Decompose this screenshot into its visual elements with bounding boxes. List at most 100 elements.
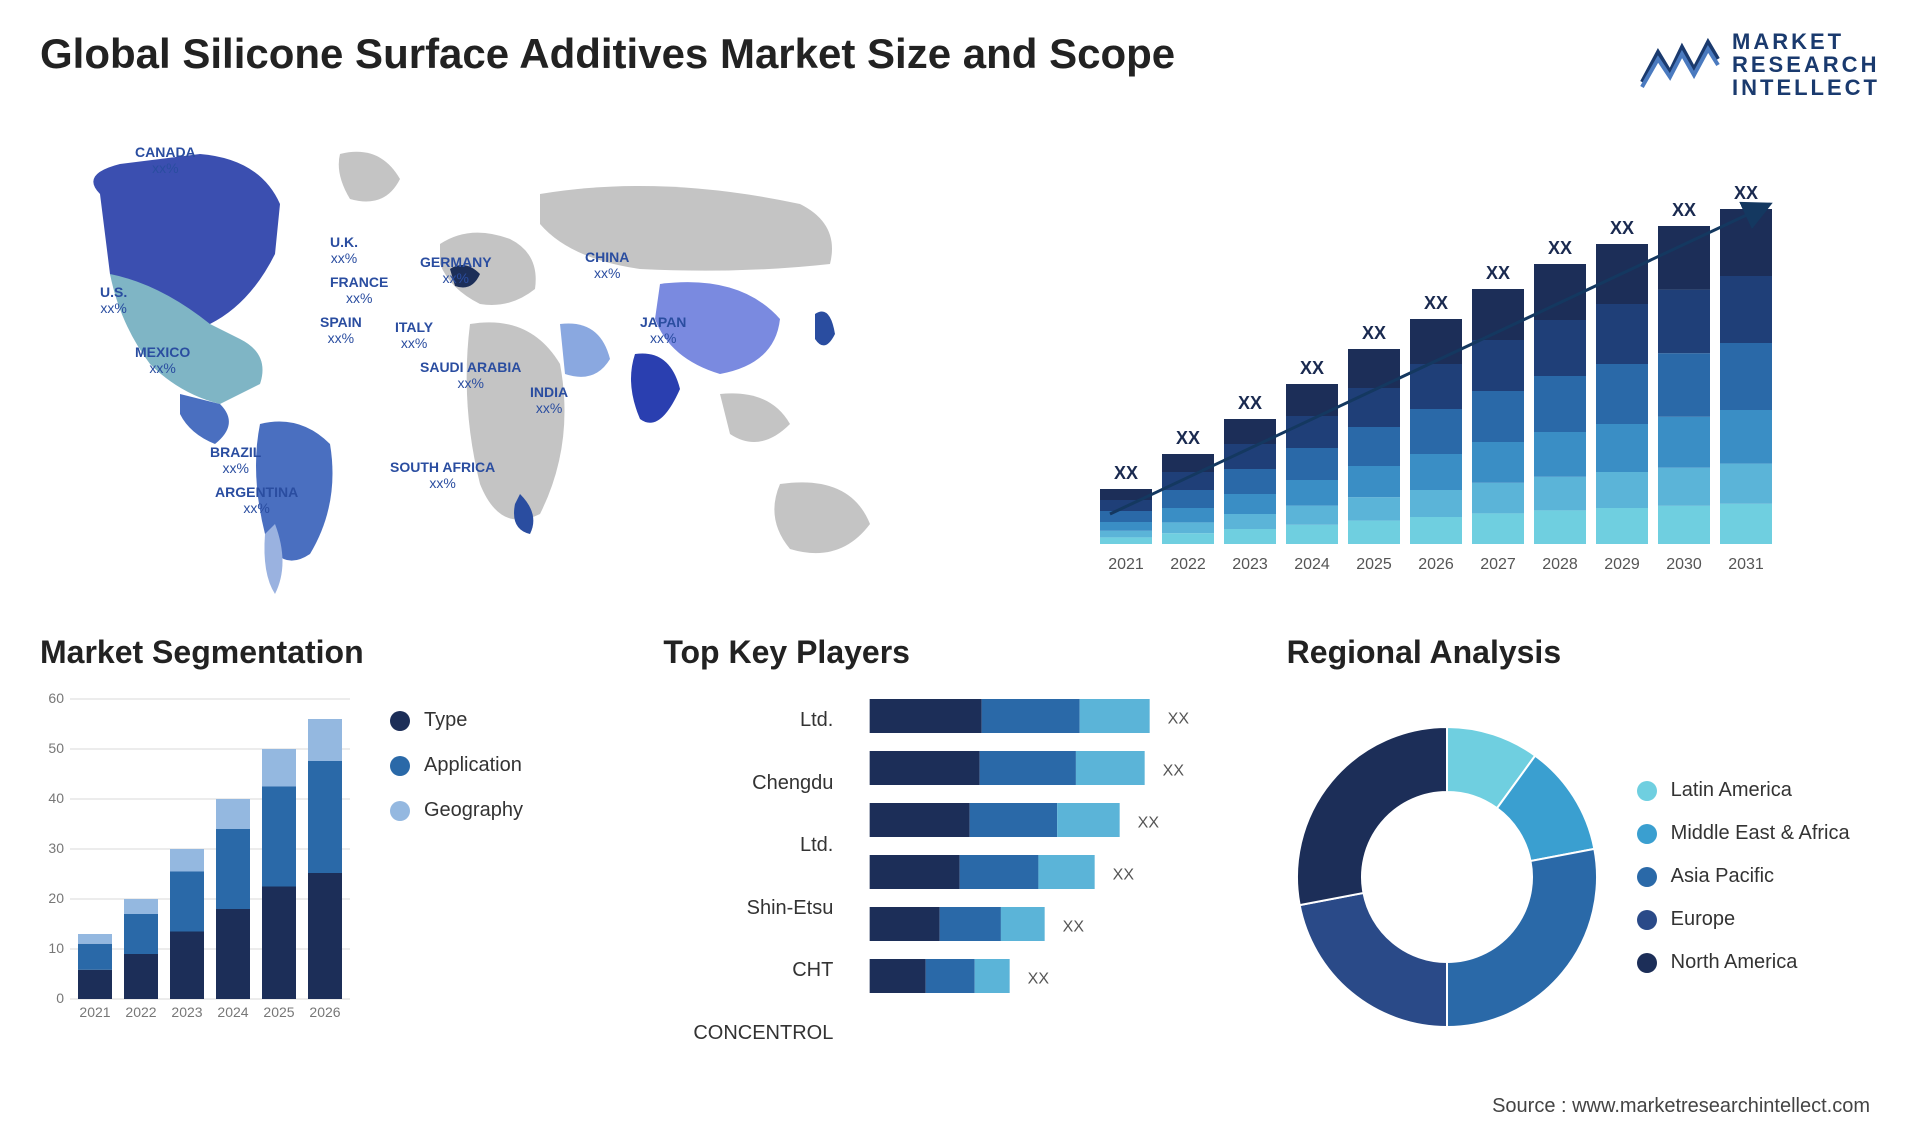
player-label: Chengdu (663, 772, 833, 795)
player-label: Ltd. (663, 834, 833, 857)
svg-text:30: 30 (48, 840, 64, 856)
svg-text:2021: 2021 (1108, 556, 1144, 573)
world-map-panel: CANADAxx% U.S.xx% MEXICOxx% BRAZILxx% ARGENT… (40, 124, 960, 604)
map-label-u-k-: U.K.xx% (330, 234, 358, 266)
svg-text:0: 0 (56, 990, 64, 1006)
region-legend-item: North America (1637, 951, 1850, 974)
legend-dot-icon (1637, 824, 1657, 844)
legend-dot-icon (1637, 781, 1657, 801)
svg-text:XX: XX (1424, 293, 1448, 313)
svg-text:2026: 2026 (1418, 556, 1454, 573)
svg-text:2023: 2023 (171, 1004, 202, 1020)
growth-chart-panel: XX XX XX XX XX XX XX XX XX XX XX 2021 2022 2023 2024 2… (1000, 124, 1880, 604)
svg-text:10: 10 (48, 940, 64, 956)
svg-text:XX: XX (1168, 711, 1190, 728)
map-label-germany: GERMANYxx% (420, 254, 492, 286)
page-title: Global Silicone Surface Additives Market… (40, 30, 1175, 78)
svg-text:XX: XX (1063, 919, 1085, 936)
segmentation-chart: 0102030405060 202120222023202420252026 (40, 689, 360, 1029)
map-label-italy: ITALYxx% (395, 319, 433, 351)
brand-logo: MARKET RESEARCH INTELLECT (1640, 30, 1880, 99)
svg-text:2024: 2024 (1294, 556, 1330, 573)
player-label: Ltd. (663, 709, 833, 732)
logo-line-3: INTELLECT (1732, 76, 1880, 99)
players-labels: Ltd.ChengduLtd.Shin-EtsuCHTCONCENTROL (663, 689, 833, 1064)
legend-label: Application (424, 754, 522, 777)
svg-text:2023: 2023 (1232, 556, 1268, 573)
map-label-japan: JAPANxx% (640, 314, 686, 346)
segmentation-panel: Market Segmentation 0102030405060 202120… (40, 634, 633, 1064)
legend-label: Type (424, 709, 467, 732)
map-label-mexico: MEXICOxx% (135, 344, 190, 376)
svg-text:20: 20 (48, 890, 64, 906)
svg-text:XX: XX (1238, 393, 1262, 413)
players-panel: Top Key Players Ltd.ChengduLtd.Shin-Etsu… (663, 634, 1256, 1064)
svg-text:50: 50 (48, 740, 64, 756)
source-attribution: Source : www.marketresearchintellect.com (1492, 1095, 1870, 1118)
svg-text:XX: XX (1362, 323, 1386, 343)
legend-item-type: Type (390, 709, 523, 732)
svg-text:2022: 2022 (1170, 556, 1206, 573)
svg-text:2025: 2025 (1356, 556, 1392, 573)
svg-text:XX: XX (1163, 763, 1185, 780)
player-label: CHT (663, 959, 833, 982)
map-label-u-s-: U.S.xx% (100, 284, 127, 316)
logo-wave-icon (1640, 37, 1720, 92)
svg-text:XX: XX (1138, 815, 1160, 832)
svg-text:2025: 2025 (263, 1004, 294, 1020)
map-label-saudi-arabia: SAUDI ARABIAxx% (420, 359, 521, 391)
map-label-india: INDIAxx% (530, 384, 568, 416)
segmentation-legend: Type Application Geography (390, 689, 523, 1064)
svg-text:XX: XX (1548, 238, 1572, 258)
legend-dot-icon (1637, 953, 1657, 973)
svg-text:2024: 2024 (217, 1004, 248, 1020)
svg-text:2028: 2028 (1542, 556, 1578, 573)
map-label-argentina: ARGENTINAxx% (215, 484, 298, 516)
region-legend-label: Europe (1671, 908, 1736, 931)
map-label-spain: SPAINxx% (320, 314, 362, 346)
region-legend-label: Asia Pacific (1671, 865, 1774, 888)
legend-dot-icon (1637, 867, 1657, 887)
map-label-brazil: BRAZILxx% (210, 444, 261, 476)
legend-dot-icon (390, 711, 410, 731)
map-label-france: FRANCExx% (330, 274, 388, 306)
map-label-canada: CANADAxx% (135, 144, 196, 176)
svg-text:XX: XX (1486, 263, 1510, 283)
region-legend-label: North America (1671, 951, 1798, 974)
svg-text:XX: XX (1113, 867, 1135, 884)
players-title: Top Key Players (663, 634, 1256, 671)
svg-text:2026: 2026 (309, 1004, 340, 1020)
regional-legend: Latin America Middle East & Africa Asia Pa… (1637, 779, 1850, 974)
svg-text:2031: 2031 (1728, 556, 1764, 573)
svg-text:60: 60 (48, 690, 64, 706)
regional-donut (1287, 717, 1607, 1037)
map-label-china: CHINAxx% (585, 249, 629, 281)
svg-text:2027: 2027 (1480, 556, 1516, 573)
segmentation-title: Market Segmentation (40, 634, 633, 671)
svg-text:XX: XX (1610, 218, 1634, 238)
regional-title: Regional Analysis (1287, 634, 1880, 671)
region-legend-label: Middle East & Africa (1671, 822, 1850, 845)
legend-label: Geography (424, 799, 523, 822)
legend-dot-icon (390, 801, 410, 821)
legend-dot-icon (1637, 910, 1657, 930)
growth-chart: XX XX XX XX XX XX XX XX XX XX XX 2021 2022 2023 2024 2… (1000, 124, 1880, 604)
svg-text:2029: 2029 (1604, 556, 1640, 573)
logo-line-2: RESEARCH (1732, 53, 1880, 76)
svg-text:2030: 2030 (1666, 556, 1702, 573)
legend-item-application: Application (390, 754, 523, 777)
svg-text:XX: XX (1734, 183, 1758, 203)
svg-text:XX: XX (1176, 428, 1200, 448)
logo-line-1: MARKET (1732, 30, 1880, 53)
region-legend-item: Latin America (1637, 779, 1850, 802)
legend-item-geography: Geography (390, 799, 523, 822)
svg-text:XX: XX (1672, 200, 1696, 220)
regional-panel: Regional Analysis Latin America Middle Ea… (1287, 634, 1880, 1064)
region-legend-item: Middle East & Africa (1637, 822, 1850, 845)
svg-text:XX: XX (1028, 971, 1050, 988)
map-label-south-africa: SOUTH AFRICAxx% (390, 459, 495, 491)
svg-text:40: 40 (48, 790, 64, 806)
svg-text:XX: XX (1300, 358, 1324, 378)
svg-text:XX: XX (1114, 463, 1138, 483)
legend-dot-icon (390, 756, 410, 776)
